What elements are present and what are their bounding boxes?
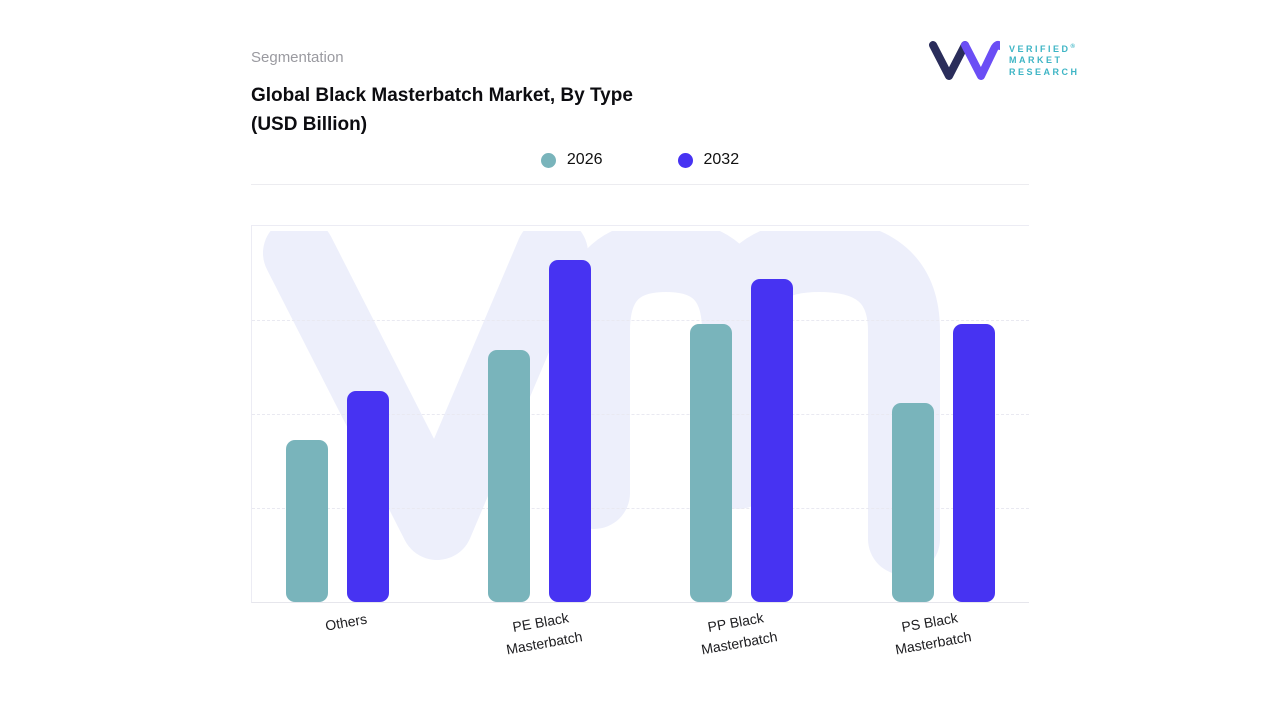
legend-item-2032[interactable]: 2032 bbox=[677, 151, 740, 169]
x-label-cell: Others bbox=[251, 611, 446, 654]
bar-2026 bbox=[690, 323, 732, 602]
legend-label-2026: 2026 bbox=[566, 151, 603, 168]
bar-2032 bbox=[751, 278, 793, 602]
header-divider bbox=[251, 184, 1029, 185]
logo-line1: VERIFIED® bbox=[1009, 43, 1075, 54]
bar-group bbox=[286, 226, 389, 602]
logo-line3: RESEARCH bbox=[1009, 66, 1080, 77]
plot-area bbox=[251, 225, 1029, 603]
x-label-cell: PP Black Masterbatch bbox=[640, 609, 835, 657]
legend-dot-2032-icon bbox=[677, 152, 693, 168]
bar-group bbox=[690, 226, 793, 602]
bar-group bbox=[892, 226, 995, 602]
logo-line2: MARKET bbox=[1009, 55, 1063, 66]
legend-item-2026[interactable]: 2026 bbox=[540, 151, 603, 169]
bar-2032 bbox=[347, 391, 389, 602]
bar-2026 bbox=[488, 350, 530, 602]
chart-title-line2: (USD Billion) bbox=[251, 114, 368, 135]
chart-legend: 2026 2032 bbox=[251, 151, 1029, 169]
vmr-monogram-icon bbox=[929, 41, 1000, 80]
bar-2026 bbox=[892, 402, 934, 602]
bar-2026 bbox=[286, 440, 328, 602]
bar-groups bbox=[252, 226, 1029, 602]
legend-dot-2026-icon bbox=[540, 152, 556, 168]
vmr-logo-text: VERIFIED® MARKET RESEARCH bbox=[1009, 42, 1080, 79]
chart-title-line1: Global Black Masterbatch Market, By Type bbox=[251, 85, 633, 106]
chart-title: Global Black Masterbatch Market, By Type… bbox=[251, 81, 633, 139]
bar-group bbox=[488, 226, 591, 602]
x-axis-label: PP Black Masterbatch bbox=[699, 609, 779, 658]
bar-2032 bbox=[549, 259, 591, 602]
registered-mark: ® bbox=[1070, 43, 1075, 50]
x-axis-label: PS Black Masterbatch bbox=[894, 609, 973, 658]
legend-label-2032: 2032 bbox=[703, 151, 740, 168]
x-label-cell: PE Black Masterbatch bbox=[446, 609, 641, 657]
x-axis-label: PE Black Masterbatch bbox=[505, 609, 584, 658]
eyebrow-label: Segmentation bbox=[251, 49, 344, 66]
vmr-logo: VERIFIED® MARKET RESEARCH bbox=[928, 38, 1080, 82]
x-axis-label: Others bbox=[324, 610, 369, 634]
x-axis-labels: Others PE Black Masterbatch PP Black Maste… bbox=[251, 609, 1030, 657]
bar-2032 bbox=[953, 323, 995, 602]
x-label-cell: PS Black Masterbatch bbox=[835, 609, 1030, 657]
